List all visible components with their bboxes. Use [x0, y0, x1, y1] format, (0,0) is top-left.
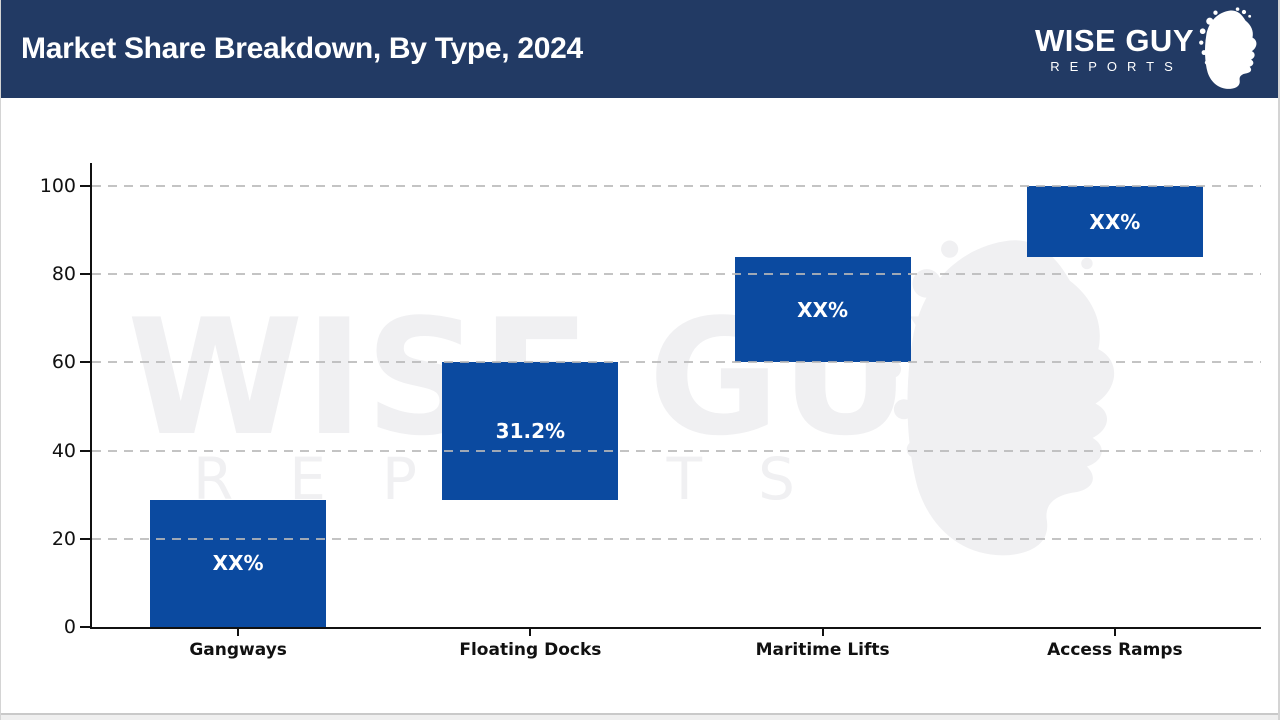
wise-guy-logo: WISE GUY REPORTS [1035, 0, 1270, 98]
gridline-20 [92, 537, 1261, 540]
x-axis-category-label: Access Ramps [1047, 640, 1183, 660]
x-axis-category-label: Maritime Lifts [755, 640, 890, 660]
bottom-border [1, 713, 1278, 720]
gridline-60 [92, 361, 1261, 364]
y-axis-tick [80, 185, 90, 187]
plot-region: 0 20 40 60 80 100 XX% Gangways 31.2% Floating Doc… [40, 163, 1261, 659]
y-axis-tick-label: 20 [51, 527, 76, 550]
y-axis-tick-label: 80 [51, 263, 76, 286]
y-axis-tick-label: 100 [39, 175, 76, 197]
y-axis-tick [80, 361, 90, 364]
gridline-80 [92, 273, 1261, 276]
logo-subtitle: REPORTS [1050, 58, 1183, 74]
x-axis-category-label: Floating Docks [459, 640, 602, 660]
gridline-40 [92, 449, 1261, 452]
logo-text: WISE GUY REPORTS [1035, 25, 1194, 74]
bar-access-ramps: XX% [1026, 186, 1203, 258]
x-axis-tick [237, 627, 240, 636]
x-axis-tick [1113, 627, 1116, 636]
y-axis-tick [80, 273, 90, 276]
bar-value-label: 31.2% [495, 419, 566, 444]
bar-value-label: XX% [212, 551, 264, 576]
x-axis-category-label: Gangways [189, 640, 287, 660]
dotted-head-icon [1199, 7, 1257, 89]
bar-floating-docks: 31.2% [442, 362, 619, 500]
bar-gangways: XX% [150, 499, 327, 627]
y-axis-tick [80, 537, 90, 540]
chart-area: WISE GUY REPORTS 020406080100XX%Gangways… [1, 98, 1278, 714]
y-axis-tick [80, 626, 90, 628]
y-axis-tick-label: 0 [63, 616, 76, 638]
logo-wordmark: WISE GUY [1034, 22, 1194, 58]
bar-value-label: XX% [797, 297, 849, 322]
page-title: Market Share Breakdown, By Type, 2024 [21, 32, 583, 65]
gridline-100 [92, 185, 1261, 187]
y-axis-tick [80, 449, 90, 452]
x-axis-tick [529, 627, 532, 636]
x-axis-tick [821, 627, 824, 636]
header-bar: Market Share Breakdown, By Type, 2024 WI… [1, 0, 1278, 98]
y-axis-tick-label: 40 [51, 439, 76, 462]
bar-value-label: XX% [1089, 209, 1141, 234]
y-axis-tick-label: 60 [51, 351, 76, 374]
